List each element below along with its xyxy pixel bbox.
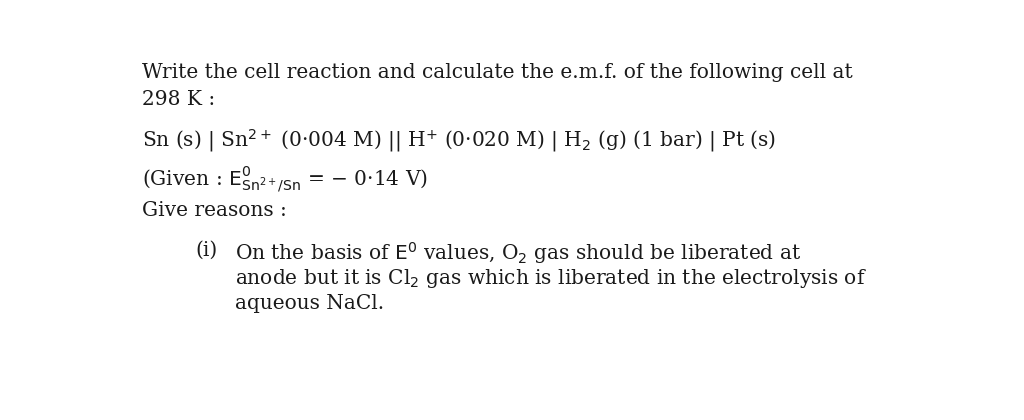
Text: aqueous NaCl.: aqueous NaCl. bbox=[236, 294, 384, 312]
Text: (i): (i) bbox=[196, 241, 218, 260]
Text: On the basis of $\mathrm{E^{0}}$ values, O$_{2}$ gas should be liberated at: On the basis of $\mathrm{E^{0}}$ values,… bbox=[236, 241, 802, 266]
Text: Sn (s) | Sn$^{2+}$ (0·004 M) || H$^{+}$ (0·020 M) | H$_{2}$ (g) (1 bar) | Pt (s): Sn (s) | Sn$^{2+}$ (0·004 M) || H$^{+}$ … bbox=[142, 127, 776, 154]
Text: Give reasons :: Give reasons : bbox=[142, 202, 287, 220]
Text: anode but it is Cl$_{2}$ gas which is liberated in the electrolysis of: anode but it is Cl$_{2}$ gas which is li… bbox=[236, 267, 867, 290]
Text: (Given : $\mathrm{E^{0}_{Sn^{2+}/Sn}}$ = − 0·14 V): (Given : $\mathrm{E^{0}_{Sn^{2+}/Sn}}$ =… bbox=[142, 164, 428, 195]
Text: Write the cell reaction and calculate the e.m.f. of the following cell at: Write the cell reaction and calculate th… bbox=[142, 63, 853, 82]
Text: 298 K :: 298 K : bbox=[142, 90, 215, 109]
